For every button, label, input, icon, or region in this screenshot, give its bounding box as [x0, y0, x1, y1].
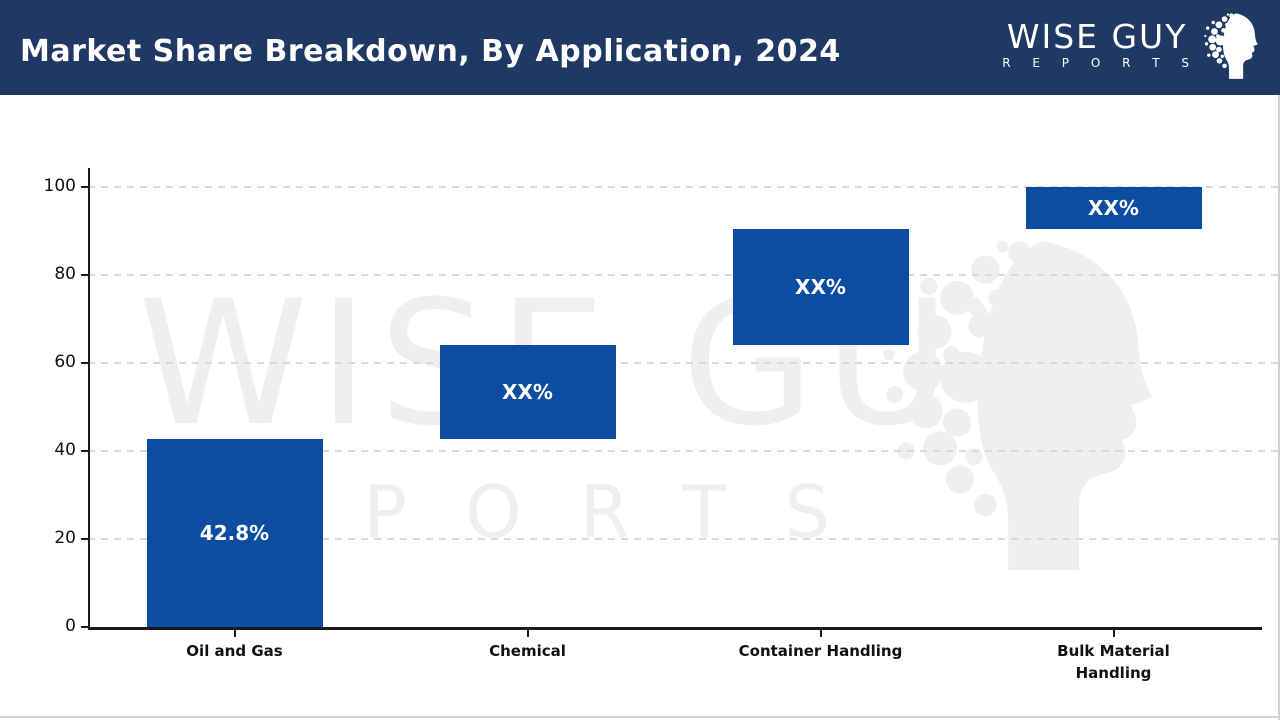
y-axis-line [88, 168, 90, 630]
x-tick [233, 630, 236, 637]
brand-logo: WISE GUY R E P O R T S [996, 10, 1264, 80]
figure-bottom-border [0, 716, 1280, 718]
y-tick [81, 450, 88, 452]
bar-segment: 42.8% [146, 438, 323, 627]
gridline [88, 450, 1278, 452]
x-axis-line [88, 627, 1262, 630]
header-bar: Market Share Breakdown, By Application, … [0, 0, 1280, 95]
x-category-label: Container Handling [738, 642, 903, 660]
brand-name: WISE GUY [1006, 17, 1188, 57]
y-tick [81, 362, 88, 364]
brand-wordmark: WISE GUY R E P O R T S [996, 20, 1198, 70]
y-tick [81, 538, 88, 540]
brand-head-icon [1202, 10, 1264, 80]
bar-value-label: XX% [795, 274, 846, 299]
gridline [88, 186, 1278, 188]
x-category-label: Oil and Gas [186, 642, 283, 660]
x-tick [819, 630, 822, 637]
brand-subname: R E P O R T S [1002, 55, 1198, 70]
x-tick [526, 630, 529, 637]
y-tick [81, 626, 88, 628]
gridline [88, 362, 1278, 364]
y-tick [81, 274, 88, 276]
figure-right-border [1278, 95, 1280, 720]
gridline [88, 538, 1278, 540]
bar-segment: XX% [732, 228, 909, 345]
y-tick [81, 186, 88, 188]
bar-segment: XX% [439, 344, 616, 439]
gridline [88, 274, 1278, 276]
y-tick-label: 80 [54, 264, 76, 284]
x-category-label: Bulk Material Handling [1057, 642, 1170, 682]
y-tick-label: 20 [54, 528, 76, 548]
y-tick-label: 40 [54, 440, 76, 460]
bar-value-label: XX% [502, 379, 553, 404]
y-tick-label: 0 [65, 616, 76, 636]
x-category-label: Chemical [489, 642, 566, 660]
x-tick [1112, 630, 1115, 637]
bar-value-label: 42.8% [199, 520, 270, 545]
y-tick-label: 100 [43, 176, 76, 196]
chart-title: Market Share Breakdown, By Application, … [20, 34, 841, 69]
y-tick-label: 60 [54, 352, 76, 372]
bar-value-label: XX% [1088, 195, 1139, 220]
bar-segment: XX% [1025, 187, 1202, 229]
